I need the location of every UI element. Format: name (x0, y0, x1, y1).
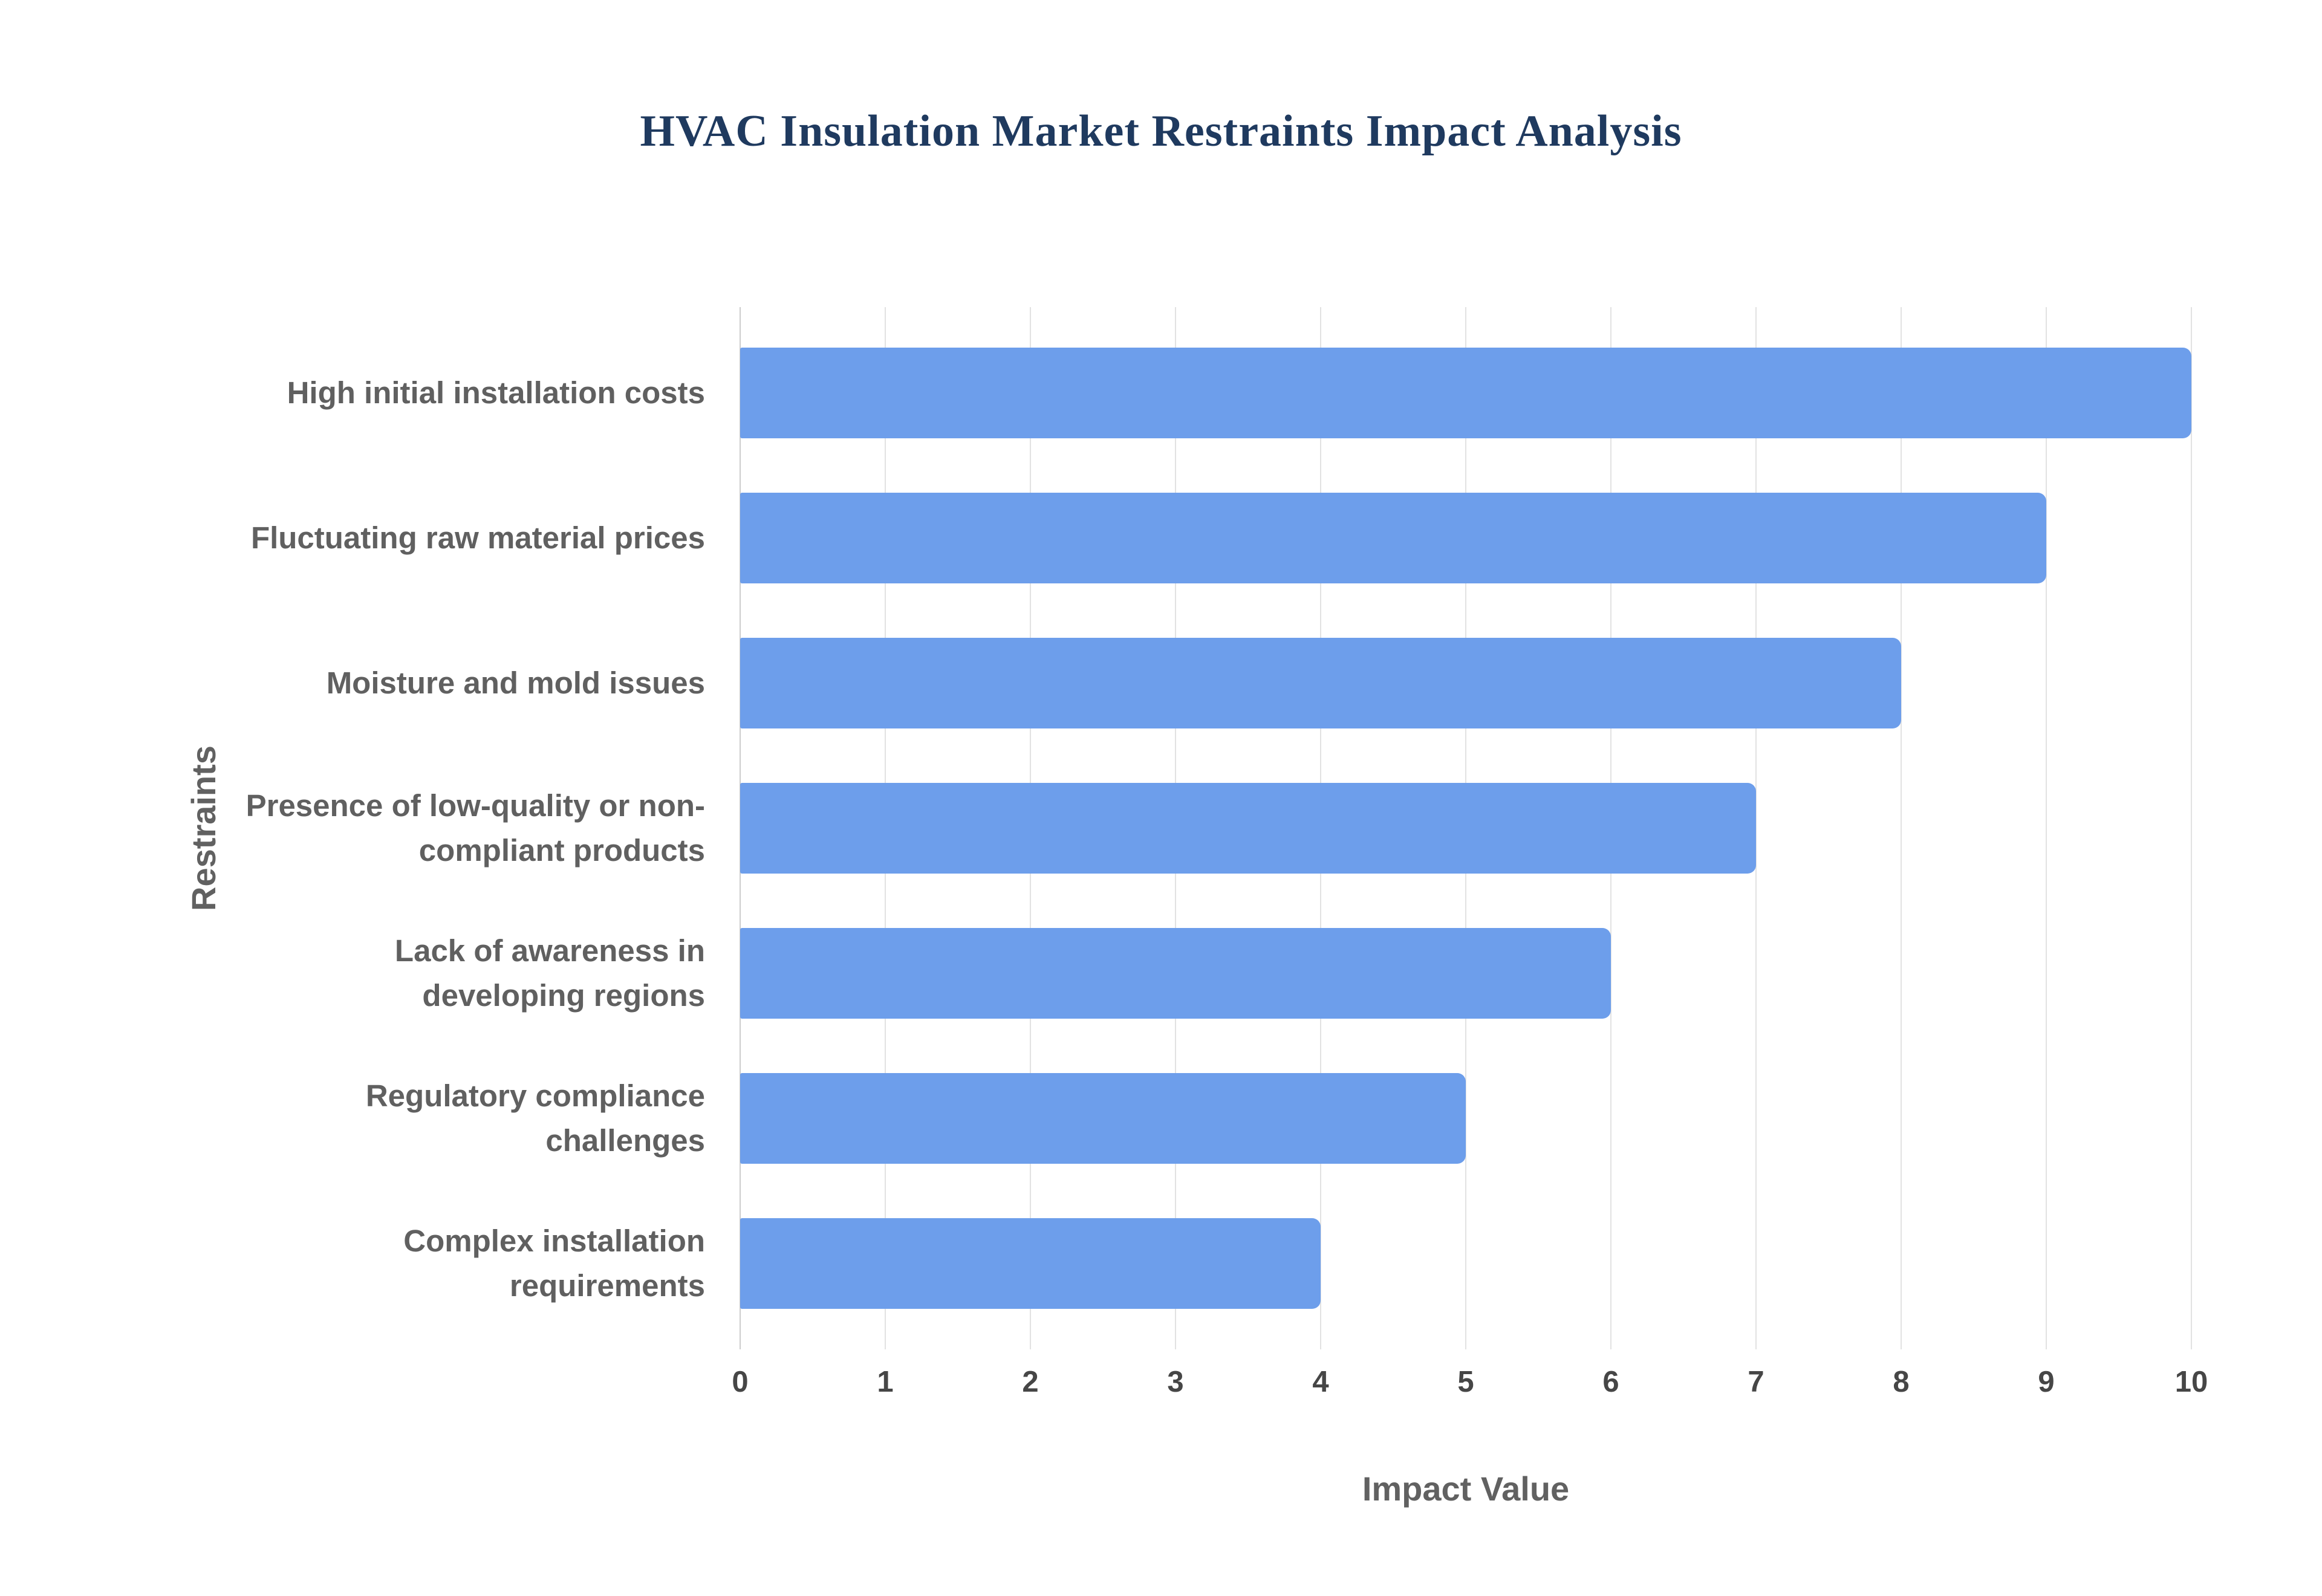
bar-track (740, 756, 2191, 901)
bar-row: Regulatory compliance challenges (45, 1046, 2191, 1191)
category-label-text: High initial installation costs (287, 375, 705, 410)
gridline (1901, 307, 1902, 1349)
category-label: Lack of awareness in developing regions (45, 929, 740, 1018)
x-tick-label: 1 (877, 1366, 894, 1398)
x-tick-label: 0 (732, 1366, 749, 1398)
bar-track (740, 1046, 2191, 1191)
category-label: Complex installation requirements (45, 1219, 740, 1308)
category-label: Presence of low-quality or non-compliant… (45, 783, 740, 873)
bar-row: Complex installation requirements (45, 1191, 2191, 1336)
chart-page: HVAC Insulation Market Restraints Impact… (0, 106, 2322, 1596)
category-label: Regulatory compliance challenges (45, 1074, 740, 1163)
bar (740, 928, 1611, 1019)
bar (740, 783, 1756, 874)
bar-row: Presence of low-quality or non-compliant… (45, 756, 2191, 901)
bar (740, 638, 1901, 728)
bar (740, 348, 2191, 438)
x-tick-label: 6 (1602, 1366, 1619, 1398)
x-tick-label: 5 (1457, 1366, 1474, 1398)
x-tick-label: 7 (1748, 1366, 1764, 1398)
x-tick-label: 8 (1893, 1366, 1910, 1398)
category-label-text: Lack of awareness in developing regions (394, 933, 705, 1013)
bar (740, 1218, 1321, 1309)
bar-row: Lack of awareness in developing regions (45, 901, 2191, 1046)
gridline (2046, 307, 2047, 1349)
gridline (2191, 307, 2192, 1349)
bar-rows: High initial installation costs Fluctuati… (45, 320, 2191, 1336)
bar-track (740, 611, 2191, 756)
category-label: Fluctuating raw material prices (45, 516, 740, 560)
bar (740, 493, 2046, 583)
bar-track (740, 320, 2191, 465)
category-label-text: Fluctuating raw material prices (250, 521, 705, 556)
x-tick-label: 10 (2174, 1366, 2208, 1398)
x-tick-label: 4 (1312, 1366, 1329, 1398)
bar-row: High initial installation costs (45, 320, 2191, 465)
category-label-text: Presence of low-quality or non-compliant… (246, 788, 705, 868)
bar-chart: Restraints High initial installation cos… (45, 307, 2208, 1508)
bar-track (740, 1191, 2191, 1336)
x-axis-title: Impact Value (1362, 1470, 1570, 1508)
x-tick-label: 3 (1167, 1366, 1184, 1398)
x-tick-label: 9 (2038, 1366, 2055, 1398)
plot-area: High initial installation costs Fluctuati… (45, 307, 2192, 1349)
gridline (1755, 307, 1757, 1349)
x-tick-label: 2 (1022, 1366, 1039, 1398)
bar-row: Moisture and mold issues (45, 611, 2191, 756)
category-label-text: Complex installation requirements (403, 1224, 705, 1303)
category-label: High initial installation costs (45, 371, 740, 415)
x-axis-ticks: 0 1 2 3 4 5 6 7 8 9 10 (732, 1365, 2208, 1413)
bar-row: Fluctuating raw material prices (45, 465, 2191, 611)
bar (740, 1073, 1466, 1164)
category-label: Moisture and mold issues (45, 661, 740, 706)
category-label-text: Regulatory compliance challenges (365, 1079, 705, 1158)
bar-track (740, 901, 2191, 1046)
category-label-text: Moisture and mold issues (326, 666, 705, 701)
bar-track (740, 465, 2191, 611)
chart-title: HVAC Insulation Market Restraints Impact… (640, 106, 1682, 156)
